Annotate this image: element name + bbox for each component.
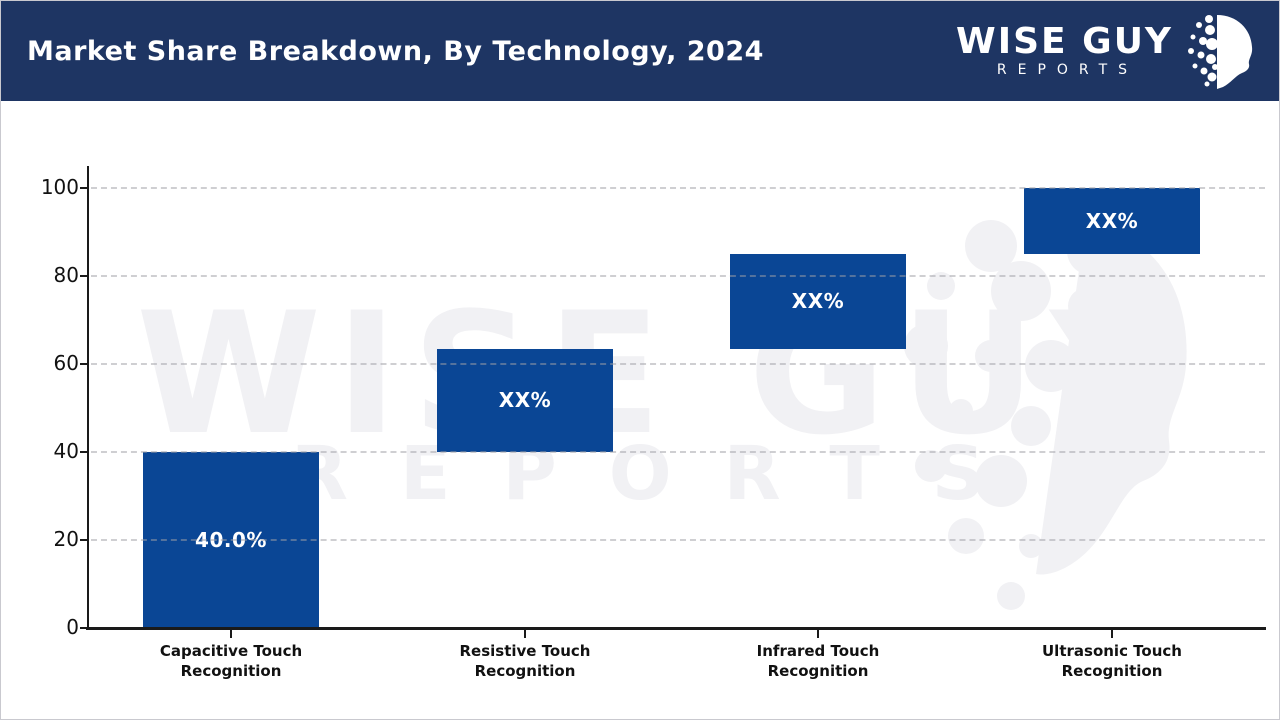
y-axis-tick-mark [80,627,87,629]
x-axis-tick-mark [524,630,526,638]
bar: XX% [437,348,613,452]
x-tick-label: Capacitive Touch Recognition [159,642,303,681]
y-axis-tick-mark [80,187,87,189]
bar-value-label: XX% [791,289,845,314]
y-tick-label: 40 [53,439,79,463]
y-tick-label: 20 [53,527,79,551]
header-band: Market Share Breakdown, By Technology, 2… [1,1,1279,101]
y-tick-label: 0 [66,615,79,639]
x-axis-line [86,627,1266,630]
y-axis-tick-mark [80,363,87,365]
y-axis-tick-mark [80,451,87,453]
x-axis-tick-mark [1111,630,1113,638]
watermark-subtext: REPORTS [291,431,1038,517]
y-tick-label: 80 [53,263,79,287]
y-axis-tick-mark [80,275,87,277]
y-tick-label: 60 [53,351,79,375]
x-axis-tick-mark [817,630,819,638]
grid-line [91,275,1265,277]
x-tick-label: Infrared Touch Recognition [756,642,880,681]
logo-face-icon [1188,15,1253,89]
grid-line [91,539,1265,541]
bar: XX% [1024,188,1200,254]
x-tick-label: Ultrasonic Touch Recognition [1042,642,1182,681]
y-axis-line [87,166,89,628]
y-axis-tick-mark [80,539,87,541]
x-tick-label: Resistive Touch Recognition [459,642,591,681]
x-axis-tick-mark [230,630,232,638]
y-tick-label: 100 [40,175,79,199]
wise-guy-reports-logo: WISE GUY REPORTS [956,11,1255,91]
logo-wordmark: WISE GUY [955,21,1173,62]
bar-value-label: XX% [498,388,552,413]
bar-value-label: XX% [1085,209,1139,233]
grid-line [91,451,1265,453]
chart-area: WISE GUY REPORTS 0 20 40 60 80 100 40.0% Capaci… [1,101,1279,719]
page-title: Market Share Breakdown, By Technology, 2… [27,35,764,67]
grid-line [91,363,1265,365]
logo-text: WISE GUY REPORTS [955,21,1173,79]
bar: XX% [730,254,906,349]
grid-line [91,187,1265,189]
logo-subtext: REPORTS [996,62,1139,78]
